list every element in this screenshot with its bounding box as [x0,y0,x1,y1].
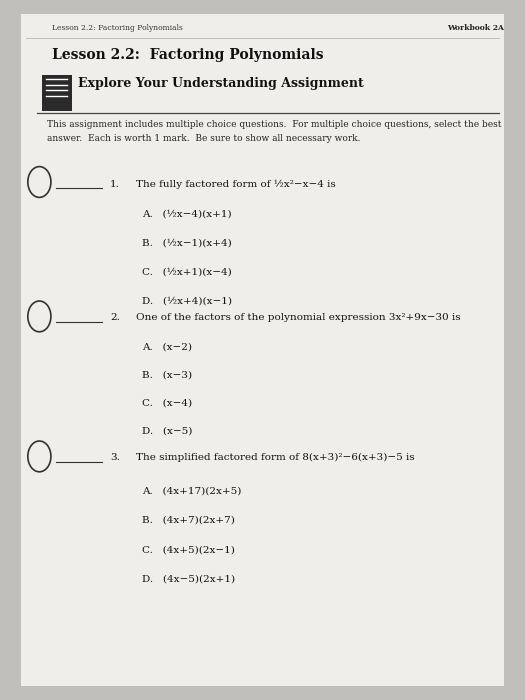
Text: 2.: 2. [110,313,120,322]
FancyBboxPatch shape [21,14,504,686]
Text: B.   (x−3): B. (x−3) [142,371,192,380]
Text: C.   (x−4): C. (x−4) [142,399,192,408]
Circle shape [28,441,51,472]
Text: B.   (½x−1)(x+4): B. (½x−1)(x+4) [142,239,232,248]
Text: C.   (½x+1)(x−4): C. (½x+1)(x−4) [142,267,232,276]
Text: D.   (x−5): D. (x−5) [142,427,192,436]
Text: B.   (4x+7)(2x+7): B. (4x+7)(2x+7) [142,516,235,525]
Text: C.   (4x+5)(2x−1): C. (4x+5)(2x−1) [142,545,235,554]
Text: 1.: 1. [110,180,120,189]
Text: The fully factored form of ½x²−x−4 is: The fully factored form of ½x²−x−4 is [136,180,336,189]
Text: A.   (x−2): A. (x−2) [142,343,192,352]
Text: A.   (4x+17)(2x+5): A. (4x+17)(2x+5) [142,486,241,496]
FancyBboxPatch shape [42,75,72,111]
Circle shape [28,167,51,197]
Text: 1: 1 [37,312,42,321]
Text: One of the factors of the polynomial expression 3x²+9x−30 is: One of the factors of the polynomial exp… [136,313,461,322]
Text: D.   (4x−5)(2x+1): D. (4x−5)(2x+1) [142,575,235,584]
Text: 1: 1 [37,452,42,461]
Text: The simplified factored form of 8(x+3)²−6(x+3)−5 is: The simplified factored form of 8(x+3)²−… [136,453,415,462]
Text: Lesson 2.2: Factoring Polynomials: Lesson 2.2: Factoring Polynomials [52,25,183,32]
Text: 3.: 3. [110,453,120,462]
Text: 1: 1 [37,178,42,186]
Text: A.   (½x−4)(x+1): A. (½x−4)(x+1) [142,210,232,219]
Text: Lesson 2.2:  Factoring Polynomials: Lesson 2.2: Factoring Polynomials [52,48,324,62]
Text: This assignment includes multiple choice questions.  For multiple choice questio: This assignment includes multiple choice… [47,120,502,143]
Circle shape [28,301,51,332]
Text: Workbook 2A: Workbook 2A [447,25,504,32]
Text: D.   (½x+4)(x−1): D. (½x+4)(x−1) [142,296,232,305]
Text: Explore Your Understanding Assignment: Explore Your Understanding Assignment [78,77,363,90]
